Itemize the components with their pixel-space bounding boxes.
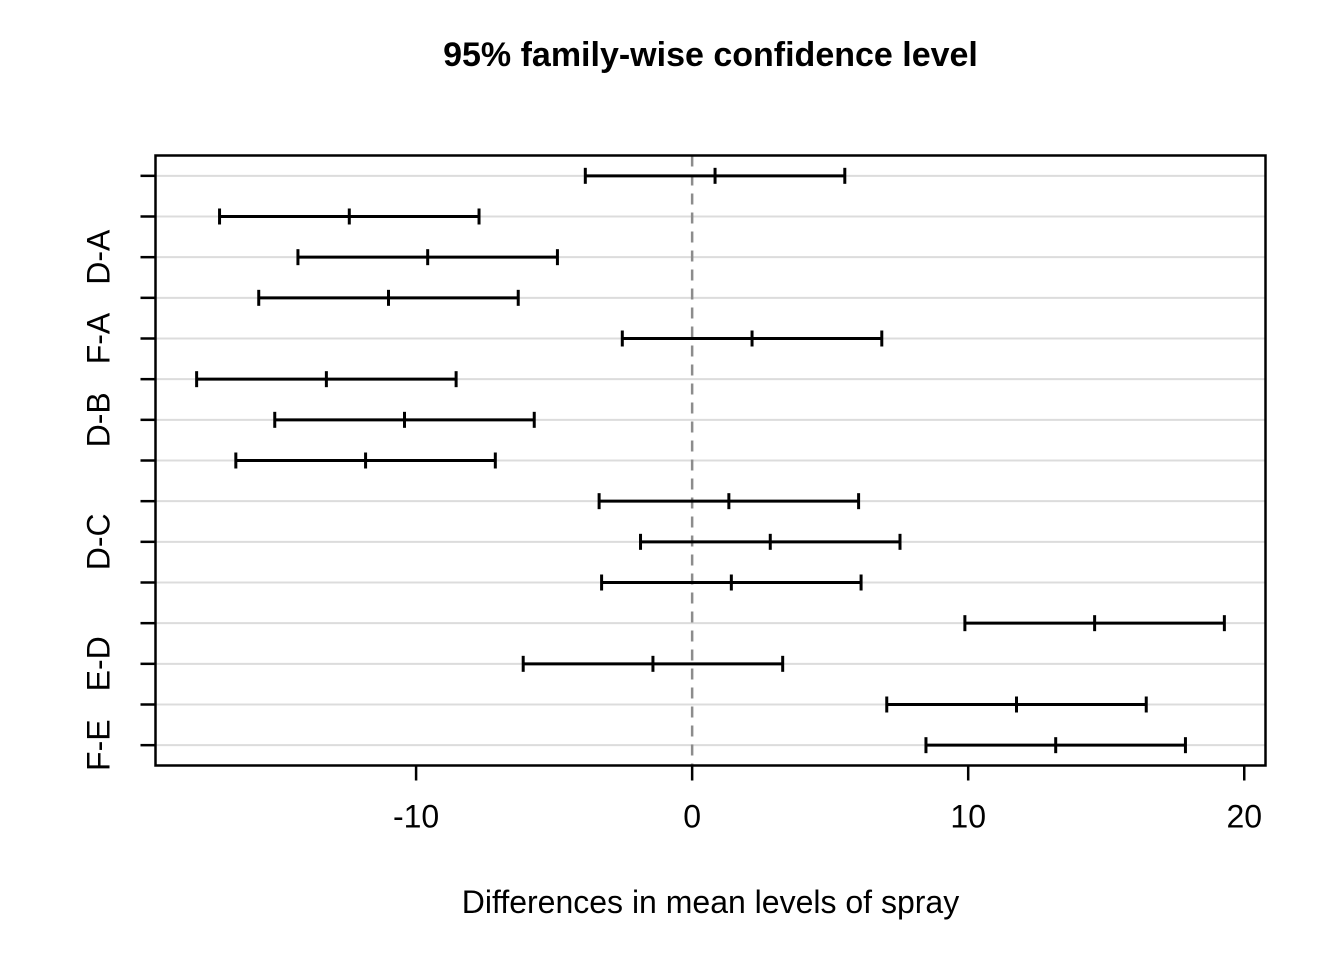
x-tick-label: 20 — [1226, 799, 1262, 835]
x-tick-label: -10 — [393, 799, 439, 835]
y-tick-label-D-B: D-B — [80, 392, 116, 447]
y-tick-label-D-A: D-A — [80, 229, 116, 285]
x-tick-label: 0 — [683, 799, 701, 835]
y-tick-label-D-C: D-C — [80, 513, 116, 570]
y-tick-label-F-A: F-A — [80, 312, 116, 364]
x-axis-label: Differences in mean levels of spray — [461, 884, 960, 920]
chart-title: 95% family-wise confidence level — [443, 36, 978, 74]
y-tick-label-E-D: E-D — [80, 636, 116, 691]
x-tick-label: 10 — [950, 799, 986, 835]
y-tick-label-F-E: F-E — [80, 719, 116, 771]
